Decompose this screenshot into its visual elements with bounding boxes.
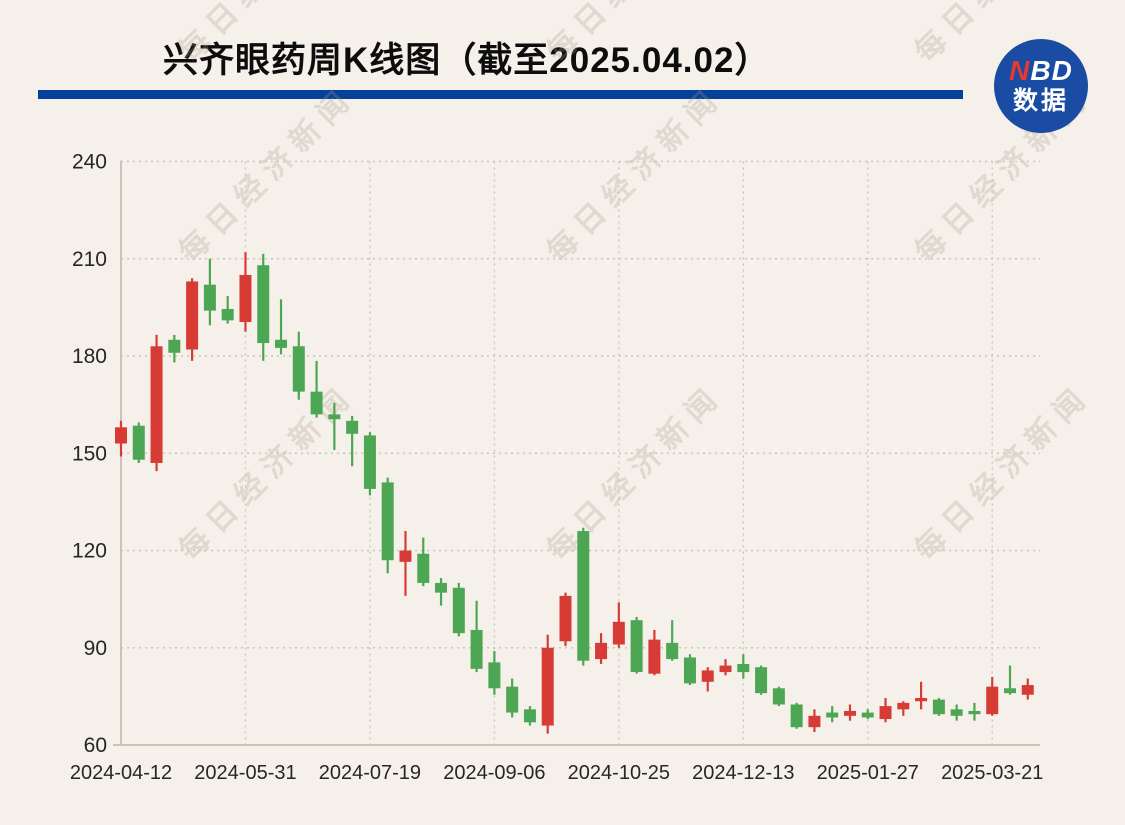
y-tick-label: 120 (72, 540, 107, 563)
candle-up (239, 274, 252, 322)
candle-down (470, 629, 483, 669)
x-tick-label: 2024-04-12 (70, 762, 172, 784)
candle-up (986, 686, 999, 715)
candle-down (737, 663, 750, 673)
candle-up (843, 710, 856, 716)
nbd-data-logo: NBD 数据 (994, 39, 1088, 133)
candle-down (435, 582, 448, 593)
candle-up (541, 647, 554, 726)
candle-up (897, 702, 910, 710)
candle-up (701, 670, 714, 682)
candle-down (132, 425, 145, 460)
candle-up (915, 697, 928, 702)
candle-down (950, 709, 963, 716)
candle-down (790, 704, 803, 728)
candle-up (150, 346, 163, 463)
y-tick-label: 210 (72, 248, 107, 271)
candle-down (666, 642, 679, 660)
x-tick-label: 2024-12-13 (692, 762, 794, 784)
x-tick-label: 2025-03-21 (941, 762, 1043, 784)
candle-down (275, 339, 288, 348)
candle-down (772, 688, 785, 705)
candle-down (683, 657, 696, 684)
candle-down (755, 667, 768, 694)
nbd-logo-subtext: 数据 (1012, 87, 1069, 115)
x-tick-label: 2024-05-31 (194, 762, 296, 784)
candle-down (488, 662, 501, 689)
candle-up (719, 665, 732, 673)
candle-up (595, 642, 608, 660)
candle-down (523, 709, 536, 723)
x-tick-label: 2024-10-25 (568, 762, 670, 784)
candle-up (399, 550, 412, 562)
candle-down (221, 308, 234, 321)
chart-title: 兴齐眼药周K线图（截至2025.04.02） (163, 41, 771, 80)
candle-down (257, 265, 270, 344)
candle-down (292, 346, 305, 392)
candle-down (203, 284, 216, 311)
x-tick-label: 2025-01-27 (817, 762, 919, 784)
candle-down (577, 531, 590, 661)
candle-down (310, 391, 323, 415)
y-tick-label: 180 (72, 345, 107, 368)
candle-down (363, 435, 376, 489)
x-tick-label: 2024-09-06 (443, 762, 545, 784)
candle-down (861, 712, 874, 718)
candle-down (417, 553, 430, 583)
y-tick-label: 240 (72, 151, 107, 174)
candle-up (612, 621, 625, 645)
x-tick-label: 2024-07-19 (319, 762, 421, 784)
y-tick-label: 90 (84, 637, 107, 660)
nbd-logo-text: NBD (1009, 57, 1073, 85)
candle-up (1021, 685, 1034, 695)
y-tick-label: 60 (84, 734, 107, 757)
nbd-logo-letters-bd: BD (1030, 55, 1073, 86)
candle-up (559, 595, 572, 642)
nbd-logo-letter-n: N (1009, 55, 1031, 86)
y-tick-label: 150 (72, 442, 107, 465)
candle-up (115, 427, 127, 444)
candle-up (648, 639, 661, 674)
candle-down (328, 414, 341, 420)
candle-down (932, 699, 945, 715)
candle-down (630, 620, 643, 673)
candle-up (879, 706, 892, 720)
candle-up (808, 715, 821, 728)
title-underline-bar (38, 90, 963, 99)
candle-down (346, 420, 359, 434)
candle-down (968, 710, 981, 715)
candle-up (186, 281, 199, 350)
candle-down (506, 686, 519, 713)
candle-down (452, 587, 465, 634)
candle-down (168, 339, 181, 353)
candle-down (826, 712, 839, 718)
candle-down (1004, 688, 1016, 694)
candle-down (381, 482, 394, 561)
